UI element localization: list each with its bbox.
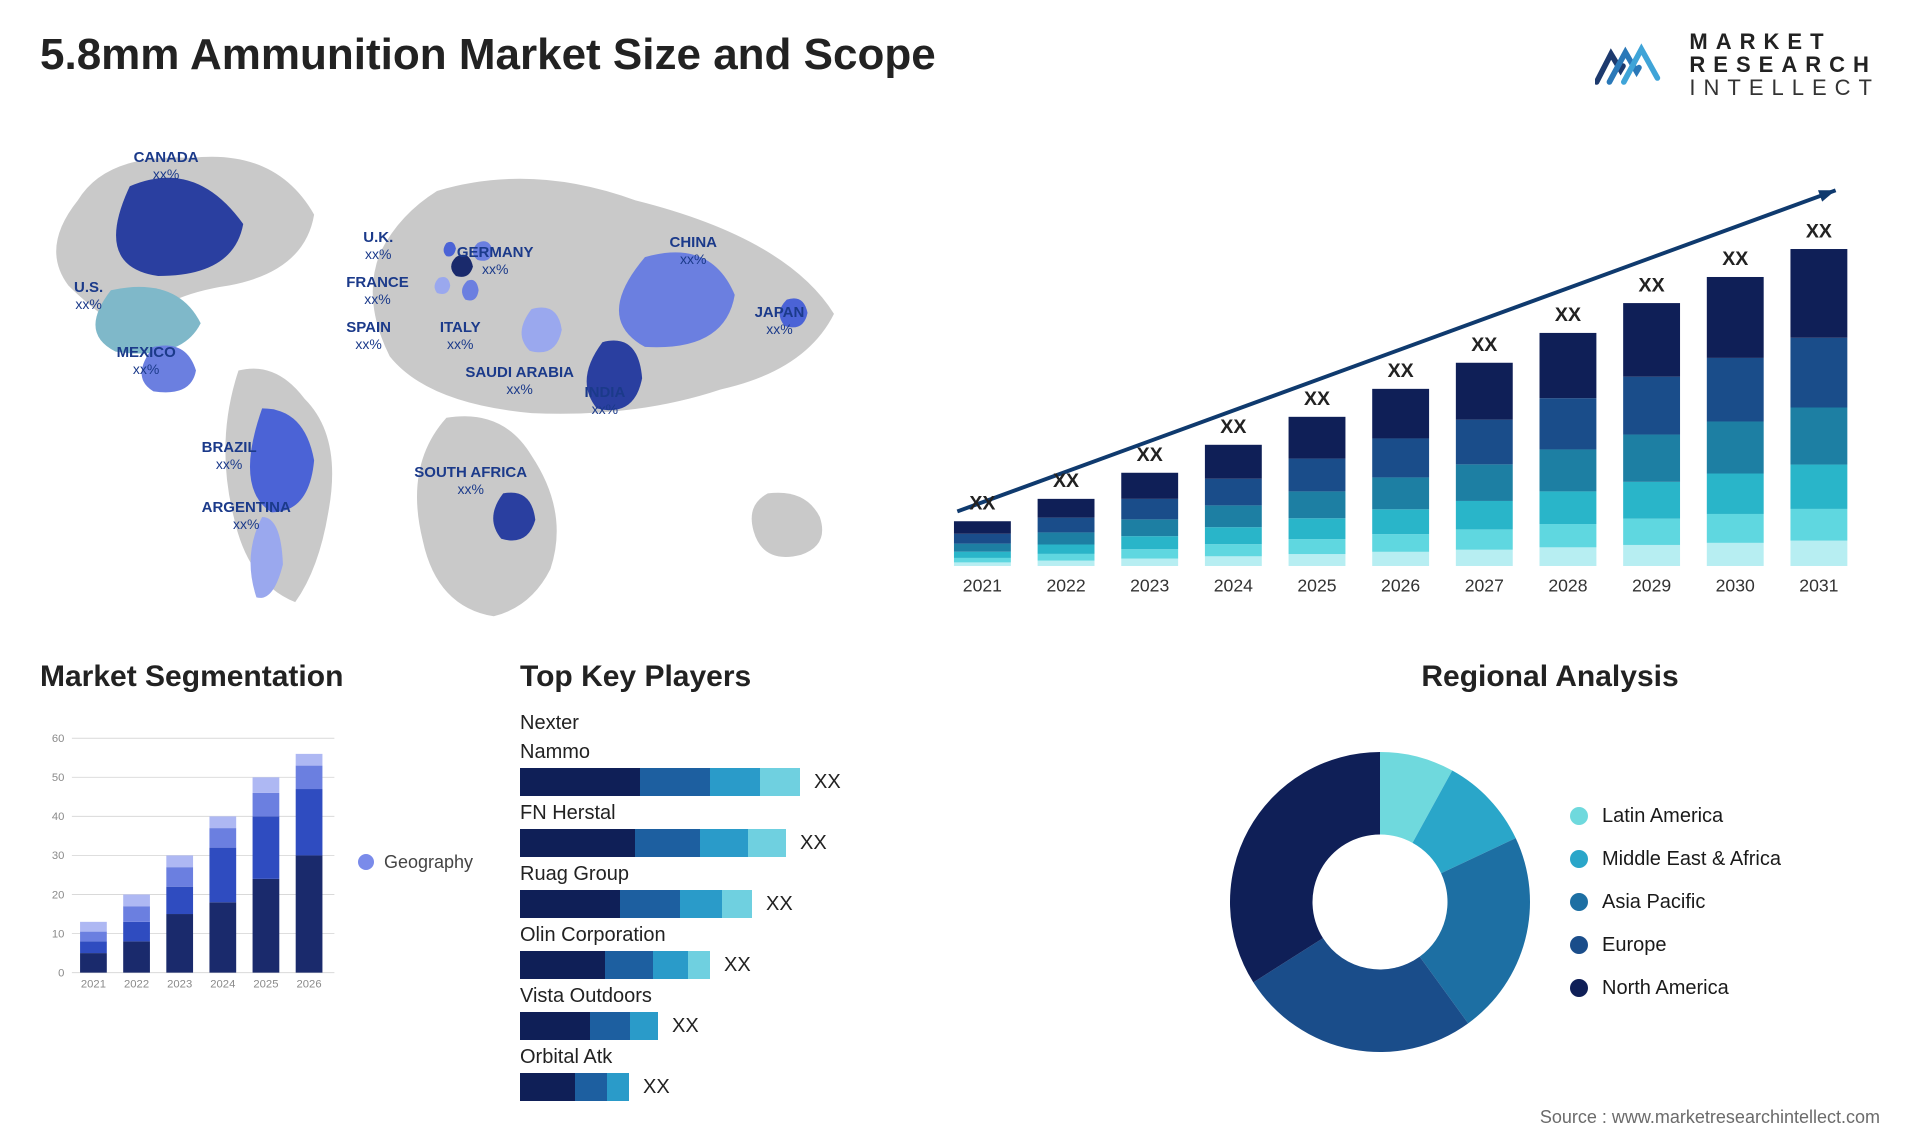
regional-legend-item: North America (1570, 977, 1781, 1000)
player-name-only: Nexter (520, 712, 1200, 735)
svg-text:2021: 2021 (963, 575, 1002, 595)
player-bar-row: XX (520, 829, 1200, 857)
svg-text:2023: 2023 (1130, 575, 1169, 595)
svg-text:2022: 2022 (1046, 575, 1085, 595)
regional-donut (1220, 742, 1540, 1062)
svg-text:2028: 2028 (1548, 575, 1587, 595)
map-label-spain: SPAINxx% (346, 320, 391, 352)
player-bar-row: XX (520, 890, 1200, 918)
players-list: Nexter Nammo XX FN Herstal XX Ruag Group XX Oli… (520, 712, 1200, 1101)
player-value: XX (800, 832, 827, 855)
page-title: 5.8mm Ammunition Market Size and Scope (40, 30, 936, 80)
svg-text:XX: XX (1555, 304, 1581, 326)
svg-text:XX: XX (1722, 248, 1748, 270)
svg-text:10: 10 (52, 928, 65, 940)
player-name: Ruag Group (520, 863, 1200, 886)
svg-text:20: 20 (52, 889, 65, 901)
map-label-argentina: ARGENTINAxx% (202, 500, 291, 532)
brand-line1: MARKET (1689, 30, 1880, 53)
svg-text:2026: 2026 (1381, 575, 1420, 595)
svg-text:XX: XX (969, 492, 995, 514)
map-label-u-s-: U.S.xx% (74, 280, 103, 312)
player-bar-row: XX (520, 768, 1200, 796)
map-label-mexico: MEXICOxx% (117, 345, 176, 377)
player-bar-row: XX (520, 951, 1200, 979)
segmentation-chart: 0 10 20 30 40 50 60 2021 2022 2023 2024 2025 2026 (40, 712, 340, 1012)
player-value: XX (724, 954, 751, 977)
svg-text:2026: 2026 (297, 979, 322, 991)
regional-legend-item: Europe (1570, 934, 1781, 957)
svg-text:2021: 2021 (81, 979, 106, 991)
world-map: CANADAxx% U.S.xx% MEXICOxx% BRAZILxx% ARGENT… (40, 130, 891, 630)
map-label-south-africa: SOUTH AFRICAxx% (414, 465, 527, 497)
svg-text:XX: XX (1806, 220, 1832, 242)
svg-text:2029: 2029 (1632, 575, 1671, 595)
svg-text:2024: 2024 (210, 979, 235, 991)
brand-line2: RESEARCH (1689, 53, 1880, 76)
regional-title: Regional Analysis (1220, 660, 1880, 694)
players-title: Top Key Players (520, 660, 1200, 694)
segmentation-title: Market Segmentation (40, 660, 500, 694)
player-name: Nammo (520, 741, 1200, 764)
map-label-france: FRANCExx% (346, 275, 409, 307)
svg-text:XX: XX (1638, 274, 1664, 296)
svg-text:2025: 2025 (1297, 575, 1336, 595)
segmentation-legend: Geography (358, 852, 473, 873)
map-label-canada: CANADAxx% (134, 150, 199, 182)
regional-legend-item: Latin America (1570, 805, 1781, 828)
svg-text:2022: 2022 (124, 979, 149, 991)
player-value: XX (766, 893, 793, 916)
svg-text:60: 60 (52, 733, 65, 745)
player-name: FN Herstal (520, 802, 1200, 825)
regional-legend-item: Asia Pacific (1570, 891, 1781, 914)
svg-text:2025: 2025 (253, 979, 278, 991)
regional-legend: Latin America Middle East & Africa Asia Pa… (1570, 742, 1781, 1062)
svg-text:2030: 2030 (1715, 575, 1754, 595)
segmentation-legend-label: Geography (384, 852, 473, 873)
player-name: Olin Corporation (520, 924, 1200, 947)
brand-logo-icon (1595, 32, 1675, 97)
map-label-japan: JAPANxx% (755, 305, 805, 337)
svg-text:XX: XX (1136, 444, 1162, 466)
svg-text:XX: XX (1471, 334, 1497, 356)
brand-block: MARKET RESEARCH INTELLECT (1595, 30, 1880, 99)
player-value: XX (643, 1076, 670, 1099)
svg-text:40: 40 (52, 811, 65, 823)
svg-text:XX: XX (1220, 416, 1246, 438)
svg-text:0: 0 (58, 967, 64, 979)
player-name: Vista Outdoors (520, 985, 1200, 1008)
brand-line3: INTELLECT (1689, 76, 1880, 99)
map-label-u-k-: U.K.xx% (363, 230, 393, 262)
svg-text:2023: 2023 (167, 979, 192, 991)
svg-text:2027: 2027 (1464, 575, 1503, 595)
svg-text:30: 30 (52, 850, 65, 862)
source-text: Source : www.marketresearchintellect.com (1540, 1107, 1880, 1128)
svg-text:2024: 2024 (1213, 575, 1252, 595)
player-value: XX (814, 771, 841, 794)
map-label-italy: ITALYxx% (440, 320, 481, 352)
player-value: XX (672, 1015, 699, 1038)
map-label-saudi-arabia: SAUDI ARABIAxx% (465, 365, 574, 397)
svg-text:XX: XX (1053, 470, 1079, 492)
regional-legend-item: Middle East & Africa (1570, 848, 1781, 871)
map-label-india: INDIAxx% (584, 385, 625, 417)
svg-text:2031: 2031 (1799, 575, 1838, 595)
player-bar-row: XX (520, 1012, 1200, 1040)
svg-text:XX: XX (1387, 360, 1413, 382)
map-label-germany: GERMANYxx% (457, 245, 534, 277)
player-bar-row: XX (520, 1073, 1200, 1101)
svg-text:50: 50 (52, 772, 65, 784)
player-name: Orbital Atk (520, 1046, 1200, 1069)
map-label-china: CHINAxx% (670, 235, 718, 267)
main-bar-chart: XX 2021 XX 2022 XX 2023 XX 2024 XX 2025 XX 2026 XX 20… (921, 130, 1880, 630)
map-label-brazil: BRAZILxx% (202, 440, 257, 472)
svg-text:XX: XX (1304, 388, 1330, 410)
